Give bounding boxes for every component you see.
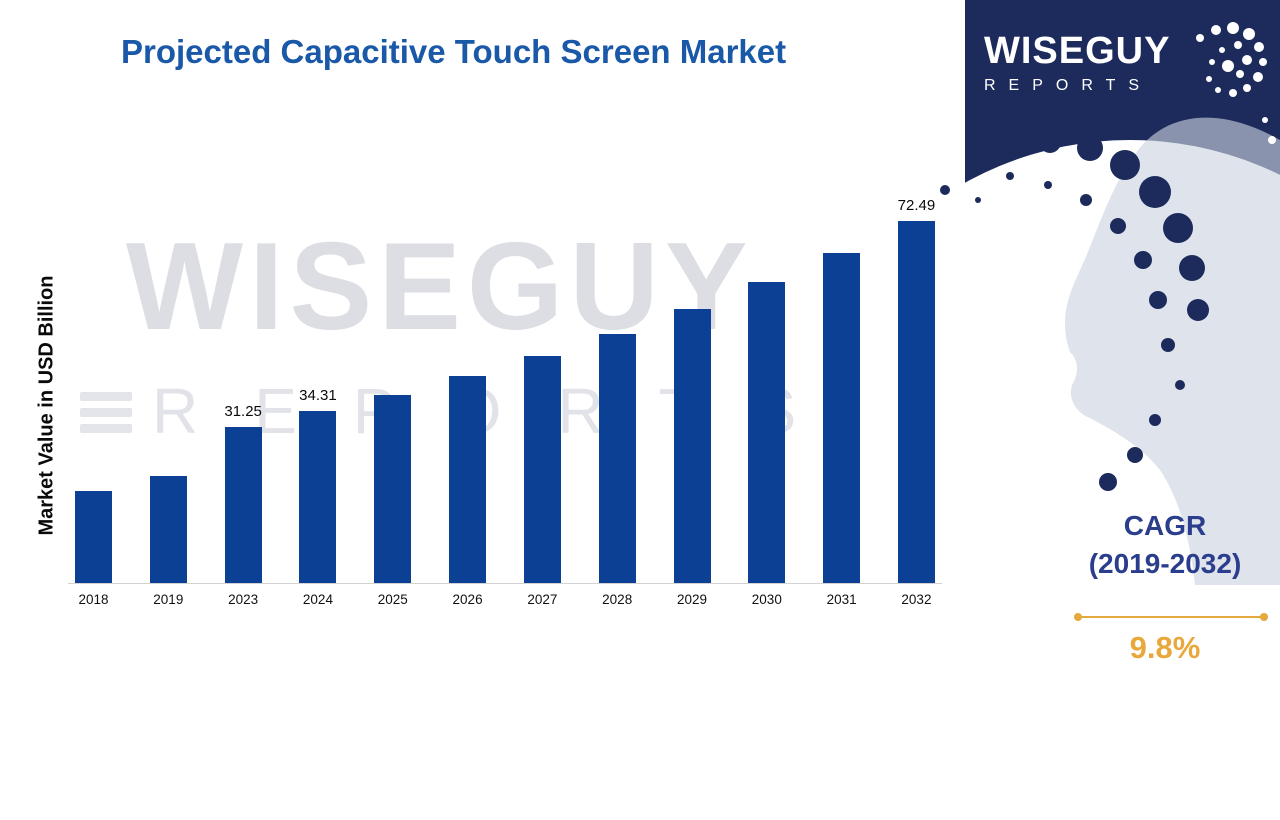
x-tick-2018: 2018 <box>78 592 109 607</box>
navy-dots-pattern <box>940 131 1209 491</box>
infographic: WISEGUY REPORTS <box>24 0 1280 720</box>
x-tick-2027: 2027 <box>527 592 558 607</box>
bar-column-2019: 2019 <box>149 208 187 607</box>
y-axis-title-wrap: Market Value in USD Billion <box>24 180 70 630</box>
brand-decoration <box>940 22 1280 585</box>
bar-column-2026: 2026 <box>449 208 487 607</box>
logo-wordmark: WISEGUY <box>984 30 1171 72</box>
x-axis-line <box>68 583 942 584</box>
bar-column-2024: 34.31 2024 <box>299 208 337 607</box>
bar-value-label-2024: 34.31 <box>299 387 337 405</box>
x-tick-2024: 2024 <box>302 592 333 607</box>
bar-column-2018: 2018 <box>75 208 112 607</box>
bar-2032 <box>897 220 935 583</box>
x-tick-2030: 2030 <box>751 592 782 607</box>
bar-column-2030: 2030 <box>748 208 786 607</box>
logo-subtitle: REPORTS <box>984 77 1153 94</box>
logo-dotted-head-icon <box>1196 22 1276 144</box>
bar-column-2027: 2027 <box>523 208 561 607</box>
bar-2018 <box>75 490 112 583</box>
page-title: Projected Capacitive Touch Screen Market <box>121 33 787 70</box>
x-tick-2028: 2028 <box>602 592 633 607</box>
bar-2027 <box>523 355 561 583</box>
head-profile-silhouette <box>1064 117 1280 585</box>
bar-column-2028: 2028 <box>598 208 636 607</box>
x-tick-2026: 2026 <box>452 592 483 607</box>
bar-column-2029: 2029 <box>673 208 711 607</box>
bar-value-label-2023: 31.25 <box>224 402 262 420</box>
bar-2029 <box>673 309 711 583</box>
bar-column-2023: 31.25 2023 <box>224 208 262 607</box>
cagr-value: 9.8% <box>1129 630 1201 665</box>
bar-2025 <box>374 394 412 583</box>
bar-2028 <box>598 333 636 583</box>
y-axis-title: Market Value in USD Billion <box>35 274 58 536</box>
x-tick-2032: 2032 <box>901 592 932 607</box>
bar-2030 <box>748 282 786 583</box>
bar-2023 <box>224 426 262 583</box>
bar-column-2032: 72.49 2032 <box>897 197 936 607</box>
plot-area: 2018 2019 31.25 2023 34.31 2024 2025 2026 2027 20… <box>75 197 936 607</box>
x-tick-2025: 2025 <box>377 592 408 607</box>
cagr-divider-line <box>1074 613 1268 621</box>
bar-2024 <box>299 411 337 583</box>
cagr-label: CAGR <box>1123 510 1207 541</box>
bar-column-2031: 2031 <box>823 208 861 607</box>
bar-value-label-2032: 72.49 <box>897 196 936 214</box>
x-tick-2031: 2031 <box>826 592 857 607</box>
bar-2031 <box>823 252 861 583</box>
cagr-range: (2019-2032) <box>1088 548 1242 579</box>
bar-column-2025: 2025 <box>374 208 412 607</box>
brand-logo: WISEGUY REPORTS <box>984 30 1170 95</box>
x-tick-2029: 2029 <box>676 592 708 607</box>
x-tick-2023: 2023 <box>228 592 259 607</box>
bar-2019 <box>149 475 187 583</box>
watermark-text-line1: WISEGUY <box>126 218 754 356</box>
watermark-icon <box>80 392 132 440</box>
x-tick-2019: 2019 <box>153 592 184 607</box>
bar-2026 <box>449 376 487 583</box>
